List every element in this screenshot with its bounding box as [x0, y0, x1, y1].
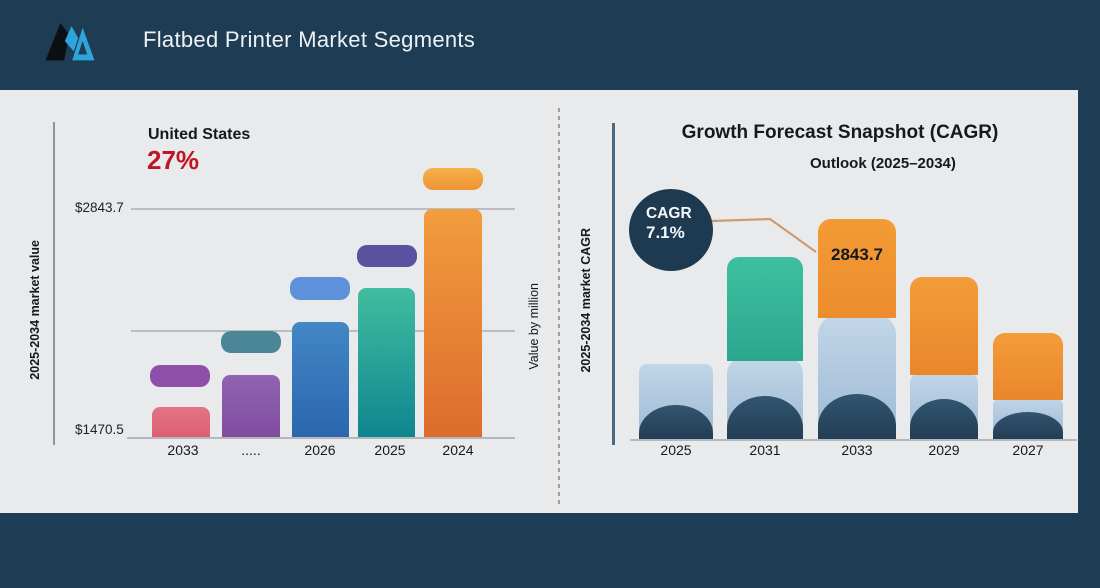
- bar-cap-2026: [290, 277, 350, 300]
- right-baseline: [630, 439, 1077, 441]
- bar-cap-2025: [357, 245, 417, 267]
- footer-bar: @ All Market Analysis Snapshot GlobalFla…: [0, 513, 1100, 588]
- bar-dots: [222, 375, 280, 437]
- content-card: [0, 90, 1078, 513]
- right-subtitle: Outlook (2025–2034): [810, 155, 956, 172]
- rbar-2029-base: [910, 399, 978, 440]
- left-y-axis-line: [53, 122, 55, 445]
- left-region-label: United States: [148, 126, 251, 143]
- rbar-2029-top: [910, 277, 978, 375]
- ama-logo-icon: [45, 23, 95, 61]
- right-xlabel-2: 2033: [841, 442, 873, 458]
- right-xlabel-1: 2031: [749, 442, 781, 458]
- left-highlight-value: 27%: [147, 145, 200, 175]
- bar-cap-dots: [221, 331, 281, 353]
- right-xlabel-0: 2025: [660, 442, 692, 458]
- bar-2033: [152, 407, 210, 437]
- rbar-2033-base: [818, 394, 896, 440]
- panel-divider: [558, 108, 560, 504]
- page-title: Flatbed Printer Market Segments: [143, 27, 476, 52]
- cagr-bubble: CAGR 7.1%: [629, 189, 713, 271]
- left-ytick-bottom: $1470.5: [75, 422, 124, 437]
- left-xlabel-2: 2026: [304, 442, 336, 458]
- rbar-2033-top: [818, 219, 896, 318]
- bar-cap-2033: [150, 365, 210, 387]
- left-xlabel-4: 2024: [442, 442, 474, 458]
- cagr-value: 7.1%: [646, 223, 685, 243]
- bar-cap-2024: [423, 168, 483, 190]
- right-xlabel-3: 2029: [928, 442, 960, 458]
- rbar-2031-base: [727, 396, 803, 440]
- left-gridline-top: [131, 208, 515, 210]
- left-xlabel-0: 2033: [167, 442, 199, 458]
- right-title: Growth Forecast Snapshot (CAGR): [681, 122, 999, 143]
- bar-2026: [292, 322, 349, 437]
- cagr-label: CAGR: [646, 205, 692, 222]
- right-y-axis-line: [612, 123, 615, 445]
- bar-2025: [358, 288, 415, 437]
- right-xlabel-4: 2027: [1012, 442, 1044, 458]
- header-bar: Flatbed Printer Market Segments: [0, 0, 1100, 90]
- rbar-2027-base: [993, 412, 1063, 440]
- left-xlabel-1: .....: [241, 442, 261, 458]
- left-baseline: [127, 437, 515, 439]
- rbar-2027-top: [993, 333, 1063, 400]
- bar-2024: [424, 209, 482, 437]
- left-ytick-top: $2843.7: [75, 200, 124, 215]
- rbar-2033-annotation: 2843.7: [831, 245, 883, 264]
- left-xlabel-3: 2025: [374, 442, 406, 458]
- rbar-2031-top: [727, 257, 803, 361]
